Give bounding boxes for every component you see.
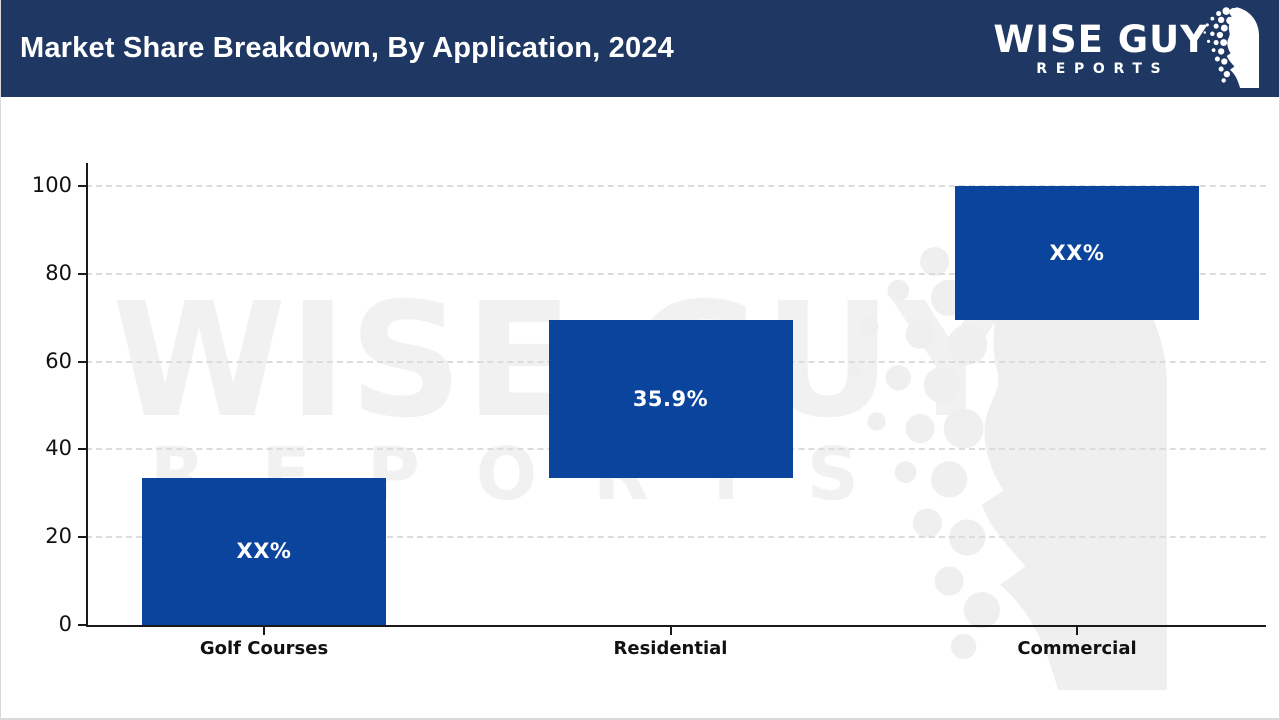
y-axis-tick-label: 80 bbox=[45, 260, 72, 285]
x-axis-tick bbox=[263, 627, 265, 635]
bar-segment: 35.9% bbox=[548, 320, 793, 478]
page-title: Market Share Breakdown, By Application, … bbox=[20, 32, 674, 64]
x-axis-category-label: Residential bbox=[613, 638, 728, 659]
gridline bbox=[86, 185, 1266, 187]
y-axis-tick bbox=[78, 536, 86, 539]
y-axis-tick bbox=[78, 185, 86, 187]
y-axis-tick-label: 0 bbox=[58, 612, 72, 636]
y-axis-tick-label: 100 bbox=[31, 173, 72, 197]
gridline bbox=[86, 536, 1266, 539]
x-axis-category-label: Commercial bbox=[1017, 638, 1137, 659]
y-axis-tick-label: 20 bbox=[45, 524, 72, 549]
bar-value-label: XX% bbox=[236, 539, 292, 564]
x-axis-line bbox=[86, 625, 1266, 627]
x-axis-category-label: Golf Courses bbox=[199, 638, 329, 659]
bar-value-label: XX% bbox=[1049, 241, 1105, 266]
y-axis-tick-label: 60 bbox=[45, 348, 72, 373]
x-axis-tick bbox=[669, 627, 672, 635]
bar-segment: XX% bbox=[955, 186, 1199, 321]
header-band: Market Share Breakdown, By Application, … bbox=[0, 0, 1280, 97]
y-axis-tick bbox=[78, 272, 86, 275]
logo-text: WISE GUY REPORTS bbox=[993, 21, 1208, 76]
y-axis-tick-label: 40 bbox=[45, 436, 72, 461]
y-axis-tick bbox=[78, 448, 86, 451]
x-axis-tick bbox=[1076, 627, 1078, 635]
bar-value-label: 35.9% bbox=[632, 387, 709, 412]
y-axis-tick bbox=[78, 360, 86, 363]
logo-wordmark: WISE GUY bbox=[993, 18, 1208, 61]
wiseguy-face-icon bbox=[1194, 6, 1266, 92]
bar-segment: XX% bbox=[142, 477, 386, 625]
logo-subtitle: REPORTS bbox=[1036, 61, 1170, 77]
gridline bbox=[86, 272, 1266, 275]
y-axis-line bbox=[86, 163, 88, 627]
y-axis-tick bbox=[78, 624, 86, 626]
wiseguy-logo: WISE GUY REPORTS bbox=[993, 6, 1280, 92]
